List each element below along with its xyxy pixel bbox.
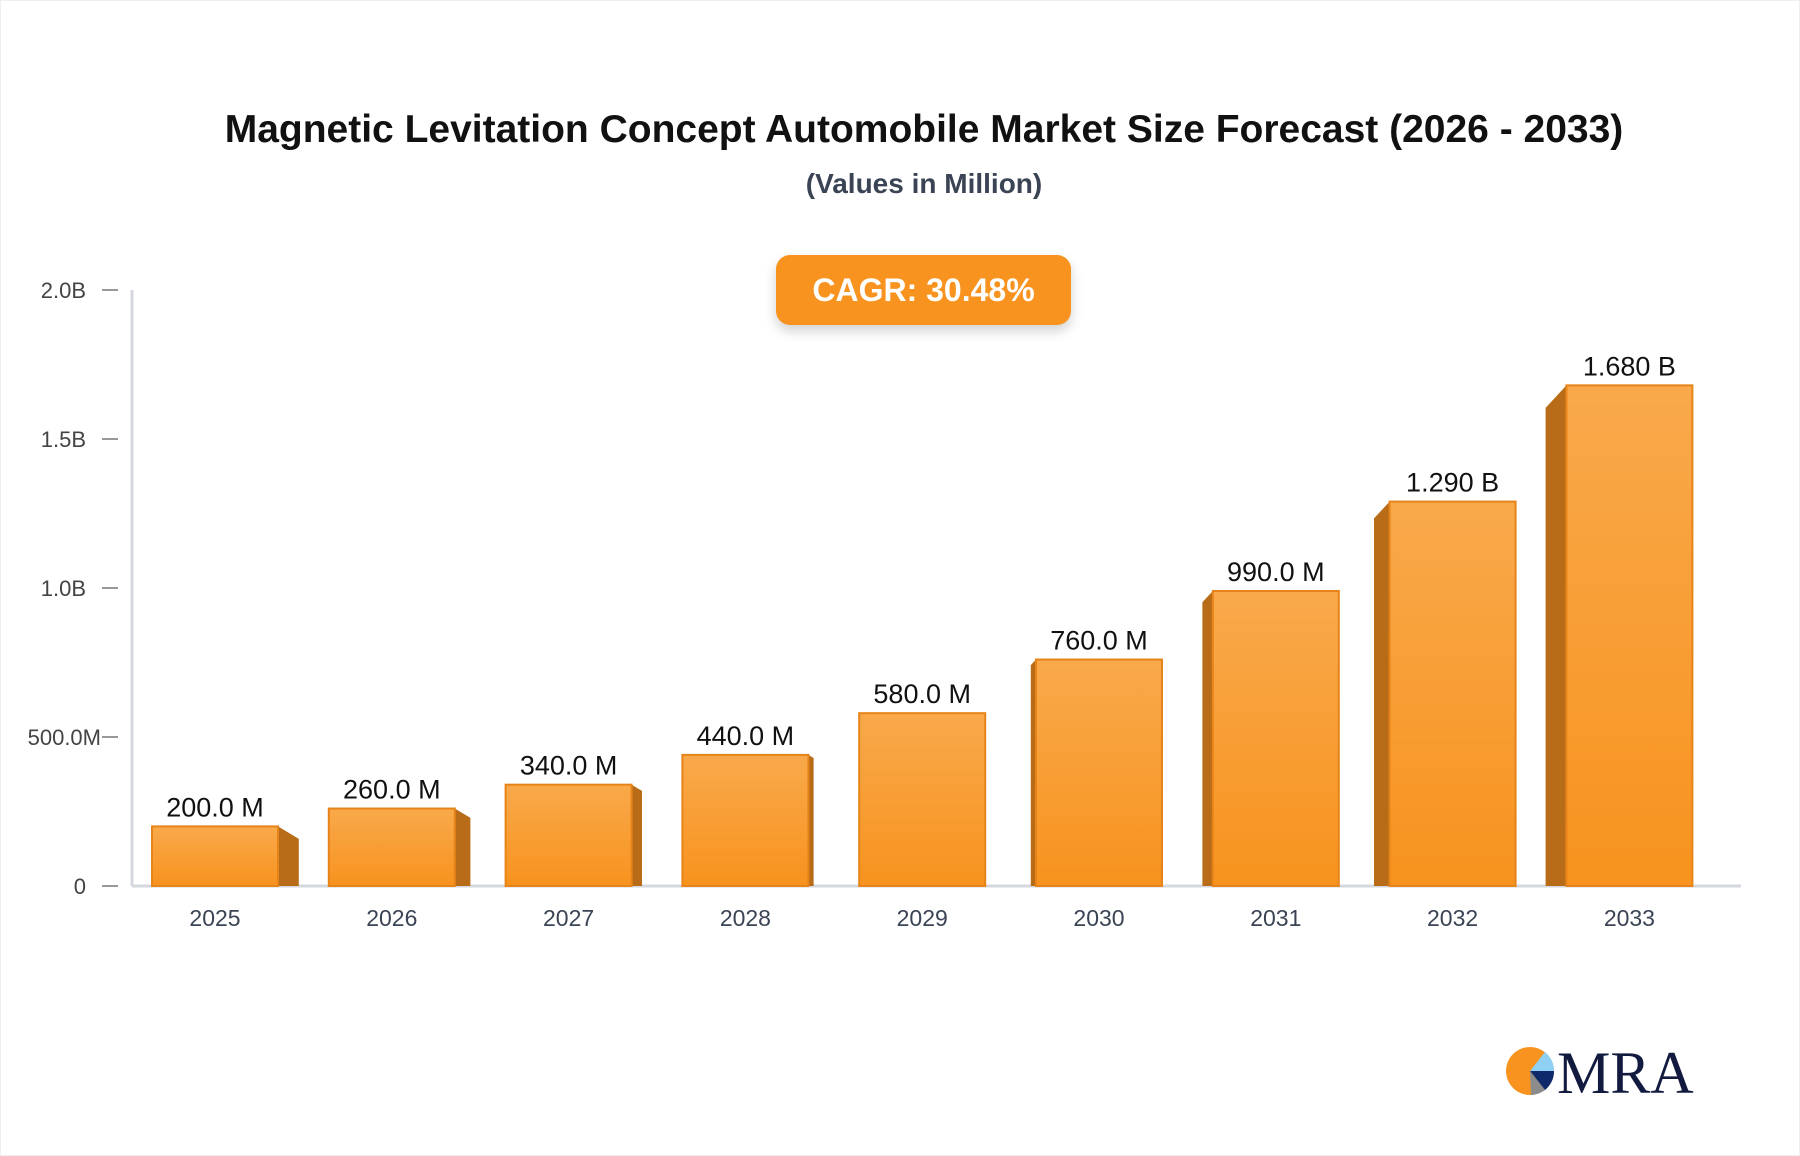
chart-title: Magnetic Levitation Concept Automobile M…	[224, 108, 1624, 151]
bar-value-label: 1.290 B	[1406, 468, 1499, 498]
x-tick-label: 2032	[1427, 905, 1478, 931]
bar-value-label: 260.0 M	[343, 775, 441, 805]
bar-side	[1374, 501, 1390, 886]
bar-side	[278, 826, 299, 886]
bar	[1565, 384, 1694, 887]
x-tick-label: 2027	[543, 905, 594, 931]
y-tick-label: 1.0B	[41, 576, 86, 601]
y-tick-label: 1.5B	[41, 427, 86, 452]
bar-value-label: 1.680 B	[1583, 351, 1676, 381]
x-tick-label: 2030	[1073, 905, 1124, 931]
x-tick-label: 2028	[720, 905, 771, 931]
y-tick-label: 0	[74, 874, 86, 899]
bar	[151, 825, 279, 888]
logo-text: MRA	[1557, 1040, 1694, 1100]
bar	[858, 712, 987, 887]
mra-logo: MRA	[1506, 1040, 1694, 1100]
bar	[1211, 589, 1340, 887]
bar	[1035, 658, 1163, 888]
bar-value-label: 340.0 M	[520, 751, 618, 781]
y-tick-label: 500.0M	[28, 725, 101, 750]
bar-value-label: 760.0 M	[1050, 626, 1148, 656]
x-tick-label: 2029	[897, 905, 948, 931]
bar-side	[631, 784, 642, 886]
bar-side	[808, 754, 814, 886]
x-tick-label: 2031	[1250, 905, 1301, 931]
bar-side	[1202, 590, 1213, 886]
chart-subtitle: (Values in Million)	[805, 168, 1043, 199]
bar	[504, 783, 633, 887]
bar	[327, 807, 456, 888]
bar-side	[1030, 659, 1036, 886]
x-tick-label: 2026	[366, 905, 417, 931]
bar-value-label: 200.0 M	[166, 792, 264, 822]
bar-side	[1545, 385, 1567, 886]
bar-value-label: 580.0 M	[873, 679, 971, 709]
bar-value-label: 990.0 M	[1227, 557, 1325, 587]
bar	[1388, 500, 1517, 887]
bar-side	[454, 808, 471, 886]
y-tick-label: 2.0B	[41, 278, 86, 303]
x-tick-label: 2033	[1604, 905, 1655, 931]
bar-value-label: 440.0 M	[697, 721, 795, 751]
cagr-badge: CAGR: 30.48%	[776, 255, 1071, 325]
x-tick-label: 2025	[189, 905, 240, 931]
bar	[681, 753, 810, 887]
